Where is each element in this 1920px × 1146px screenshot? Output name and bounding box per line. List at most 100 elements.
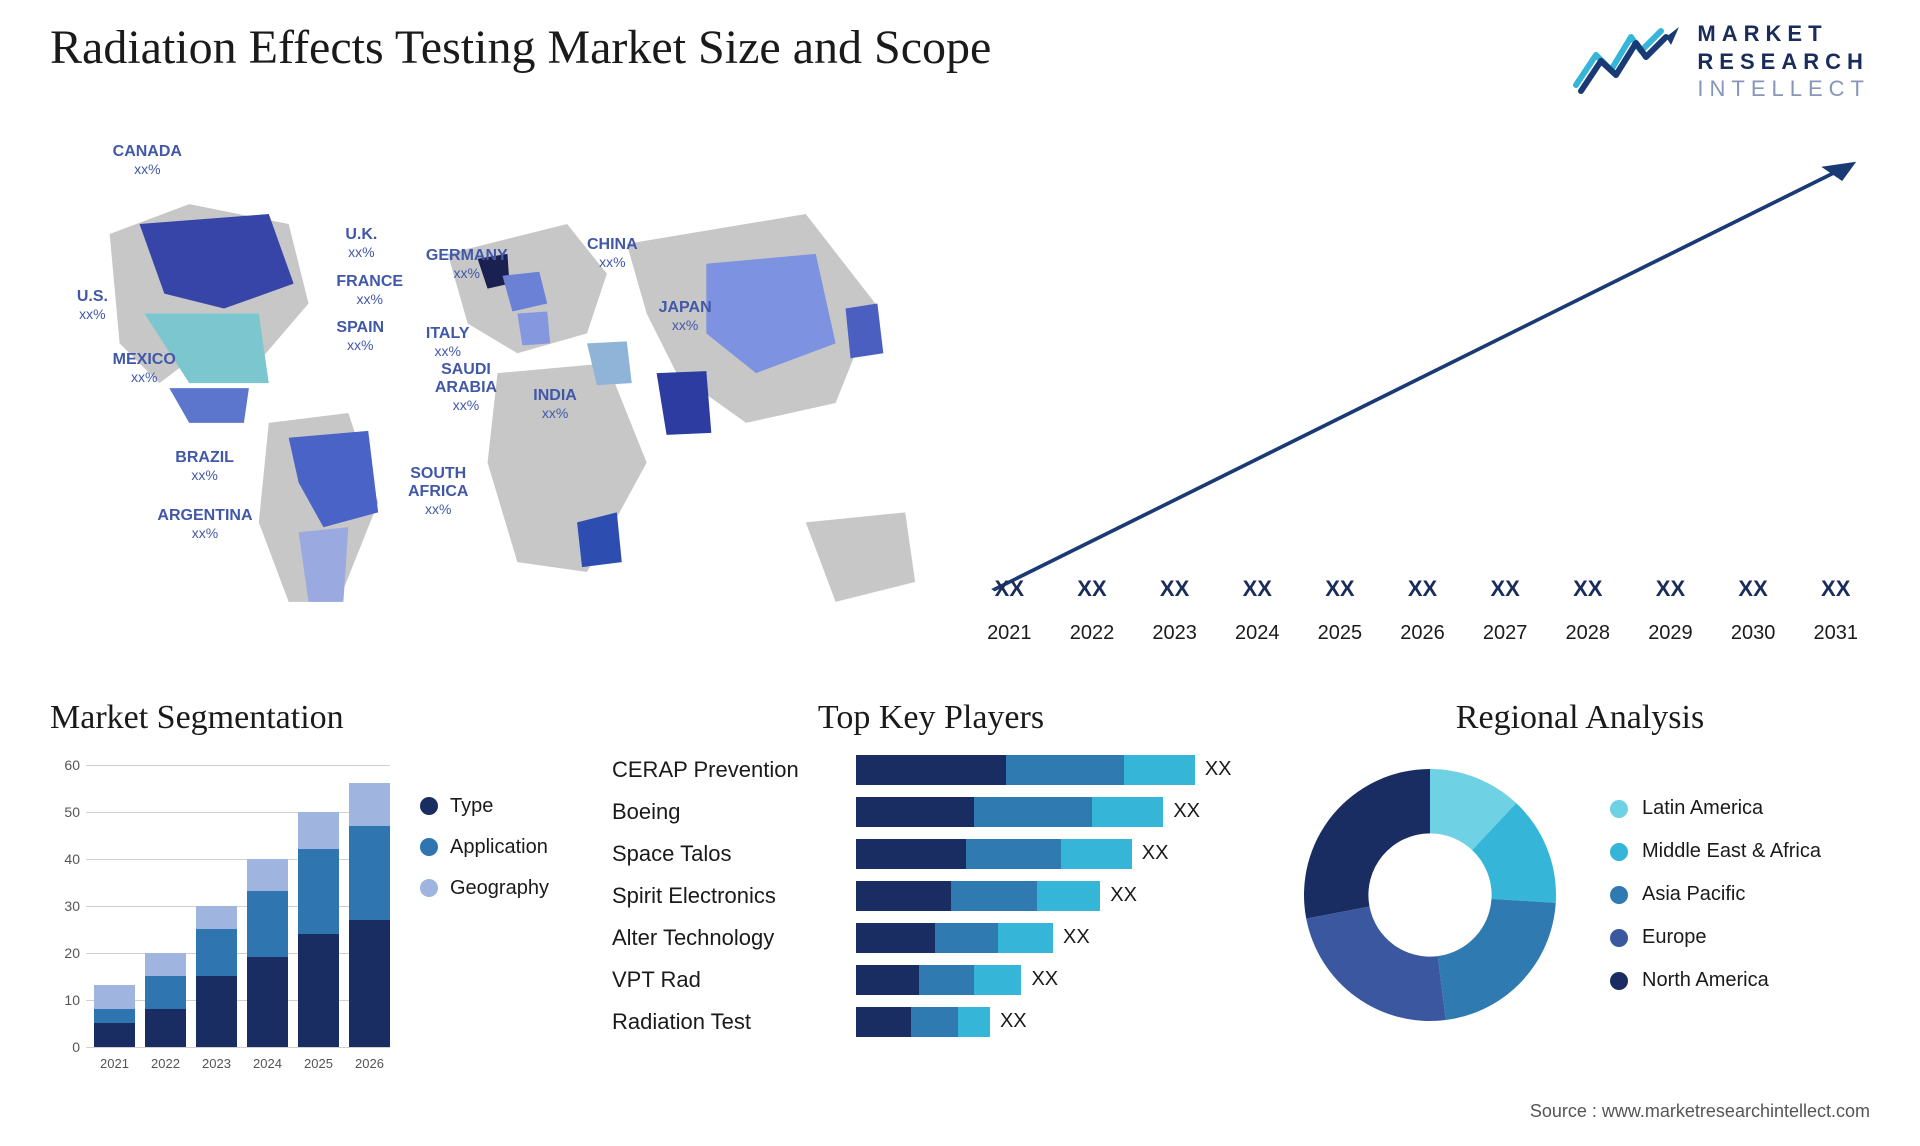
seg-y-tick: 20	[50, 945, 80, 961]
player-name: Boeing	[612, 799, 842, 825]
map-label: CHINAxx%	[587, 236, 638, 270]
growth-bar: XX	[1306, 576, 1375, 608]
seg-y-tick: 0	[50, 1039, 80, 1055]
map-label: FRANCExx%	[336, 273, 403, 307]
segmentation-chart: 0102030405060 202120222023202420252026	[50, 755, 390, 1075]
player-value: XX	[1110, 884, 1137, 907]
legend-item: Asia Pacific	[1610, 883, 1821, 906]
donut-slice	[1304, 769, 1430, 919]
growth-bar: XX	[1140, 576, 1209, 608]
players-list: CERAP PreventionXXBoeingXXSpace TalosXXS…	[612, 755, 1250, 1037]
player-value: XX	[1205, 758, 1232, 781]
regional-panel: Regional Analysis Latin AmericaMiddle Ea…	[1290, 699, 1870, 1129]
legend-item: Latin America	[1610, 797, 1821, 820]
growth-bar: XX	[1801, 576, 1870, 608]
player-row: CERAP Prevention XX	[612, 755, 1250, 785]
growth-bar: XX	[1636, 576, 1705, 608]
player-name: Alter Technology	[612, 925, 842, 951]
player-bar	[856, 839, 1132, 869]
player-value: XX	[1031, 968, 1058, 991]
player-bar	[856, 881, 1100, 911]
growth-x-tick: 2024	[1223, 622, 1292, 645]
players-panel: Top Key Players CERAP Prevention XX Boeing…	[612, 699, 1250, 1129]
header: Radiation Effects Testing Market Size an…	[50, 20, 1870, 103]
map-label: SPAINxx%	[336, 319, 384, 353]
growth-bar: XX	[1471, 576, 1540, 608]
map-label: INDIAxx%	[533, 387, 577, 421]
source-text: Source : www.marketresearchintellect.com	[1530, 1101, 1870, 1122]
growth-x-tick: 2023	[1140, 622, 1209, 645]
bar-value-label: XX	[1573, 576, 1602, 602]
player-row: Space Talos XX	[612, 839, 1250, 869]
legend-item: North America	[1610, 969, 1821, 992]
logo: MARKET RESEARCH INTELLECT	[1571, 20, 1870, 103]
player-row: BoeingXX	[612, 797, 1250, 827]
map-label: ITALYxx%	[426, 325, 470, 359]
bar-value-label: XX	[1821, 576, 1850, 602]
player-name: Space Talos	[612, 841, 842, 867]
player-row: Radiation TestXX	[612, 1007, 1250, 1037]
player-row: Spirit Electronics XX	[612, 881, 1250, 911]
logo-icon	[1571, 25, 1681, 97]
seg-y-tick: 30	[50, 898, 80, 914]
map-label: JAPANxx%	[659, 299, 712, 333]
seg-y-tick: 50	[50, 804, 80, 820]
map-label: SAUDIARABIAxx%	[435, 361, 497, 413]
player-value: XX	[1142, 842, 1169, 865]
seg-y-tick: 40	[50, 851, 80, 867]
seg-bar	[247, 859, 288, 1047]
seg-x-tick: 2023	[196, 1056, 237, 1071]
growth-bar: XX	[1058, 576, 1127, 608]
player-value: XX	[1063, 926, 1090, 949]
growth-x-tick: 2030	[1719, 622, 1788, 645]
bar-value-label: XX	[1325, 576, 1354, 602]
map-labels: CANADAxx%U.S.xx%MEXICOxx%BRAZILxx%ARGENT…	[50, 143, 945, 663]
growth-x-tick: 2025	[1306, 622, 1375, 645]
segmentation-panel: Market Segmentation 0102030405060 202120…	[50, 699, 572, 1129]
growth-x-tick: 2029	[1636, 622, 1705, 645]
world-map-panel: CANADAxx%U.S.xx%MEXICOxx%BRAZILxx%ARGENT…	[50, 143, 945, 663]
map-label: ARGENTINAxx%	[157, 507, 252, 541]
players-title: Top Key Players	[612, 699, 1250, 737]
seg-y-tick: 10	[50, 992, 80, 1008]
map-label: SOUTHAFRICAxx%	[408, 465, 468, 517]
player-name: Spirit Electronics	[612, 883, 842, 909]
segmentation-legend: Type Application Geography	[420, 755, 549, 1095]
legend-item: Type	[420, 795, 549, 818]
player-bar	[856, 797, 1163, 827]
growth-x-tick: 2022	[1058, 622, 1127, 645]
bar-value-label: XX	[995, 576, 1024, 602]
bar-value-label: XX	[1243, 576, 1272, 602]
growth-bar: XX	[1553, 576, 1622, 608]
seg-x-tick: 2022	[145, 1056, 186, 1071]
legend-item: Geography	[420, 877, 549, 900]
player-row: Alter Technology XX	[612, 923, 1250, 953]
seg-bar	[145, 953, 186, 1047]
map-label: CANADAxx%	[113, 143, 182, 177]
player-bar	[856, 755, 1195, 785]
regional-legend: Latin America Middle East & Africa Asia Pa…	[1610, 797, 1821, 992]
seg-bar	[298, 812, 339, 1047]
growth-chart: XXXXXXXXXXXXXXXXXXXXXX 20212022202320242…	[975, 143, 1870, 663]
bar-value-label: XX	[1490, 576, 1519, 602]
bar-value-label: XX	[1160, 576, 1189, 602]
seg-x-tick: 2026	[349, 1056, 390, 1071]
segmentation-title: Market Segmentation	[50, 699, 572, 737]
legend-item: Application	[420, 836, 549, 859]
growth-x-tick: 2021	[975, 622, 1044, 645]
seg-bar	[94, 985, 135, 1046]
growth-x-tick: 2031	[1801, 622, 1870, 645]
map-label: U.S.xx%	[77, 288, 108, 322]
player-row: VPT Rad XX	[612, 965, 1250, 995]
growth-bar: XX	[975, 576, 1044, 608]
map-label: MEXICOxx%	[113, 351, 176, 385]
player-name: CERAP Prevention	[612, 757, 842, 783]
player-name: Radiation Test	[612, 1009, 842, 1035]
seg-y-tick: 60	[50, 757, 80, 773]
page-title: Radiation Effects Testing Market Size an…	[50, 20, 991, 75]
player-name: VPT Rad	[612, 967, 842, 993]
map-label: U.K.xx%	[345, 226, 377, 260]
growth-x-tick: 2028	[1553, 622, 1622, 645]
legend-item: Middle East & Africa	[1610, 840, 1821, 863]
seg-x-tick: 2024	[247, 1056, 288, 1071]
